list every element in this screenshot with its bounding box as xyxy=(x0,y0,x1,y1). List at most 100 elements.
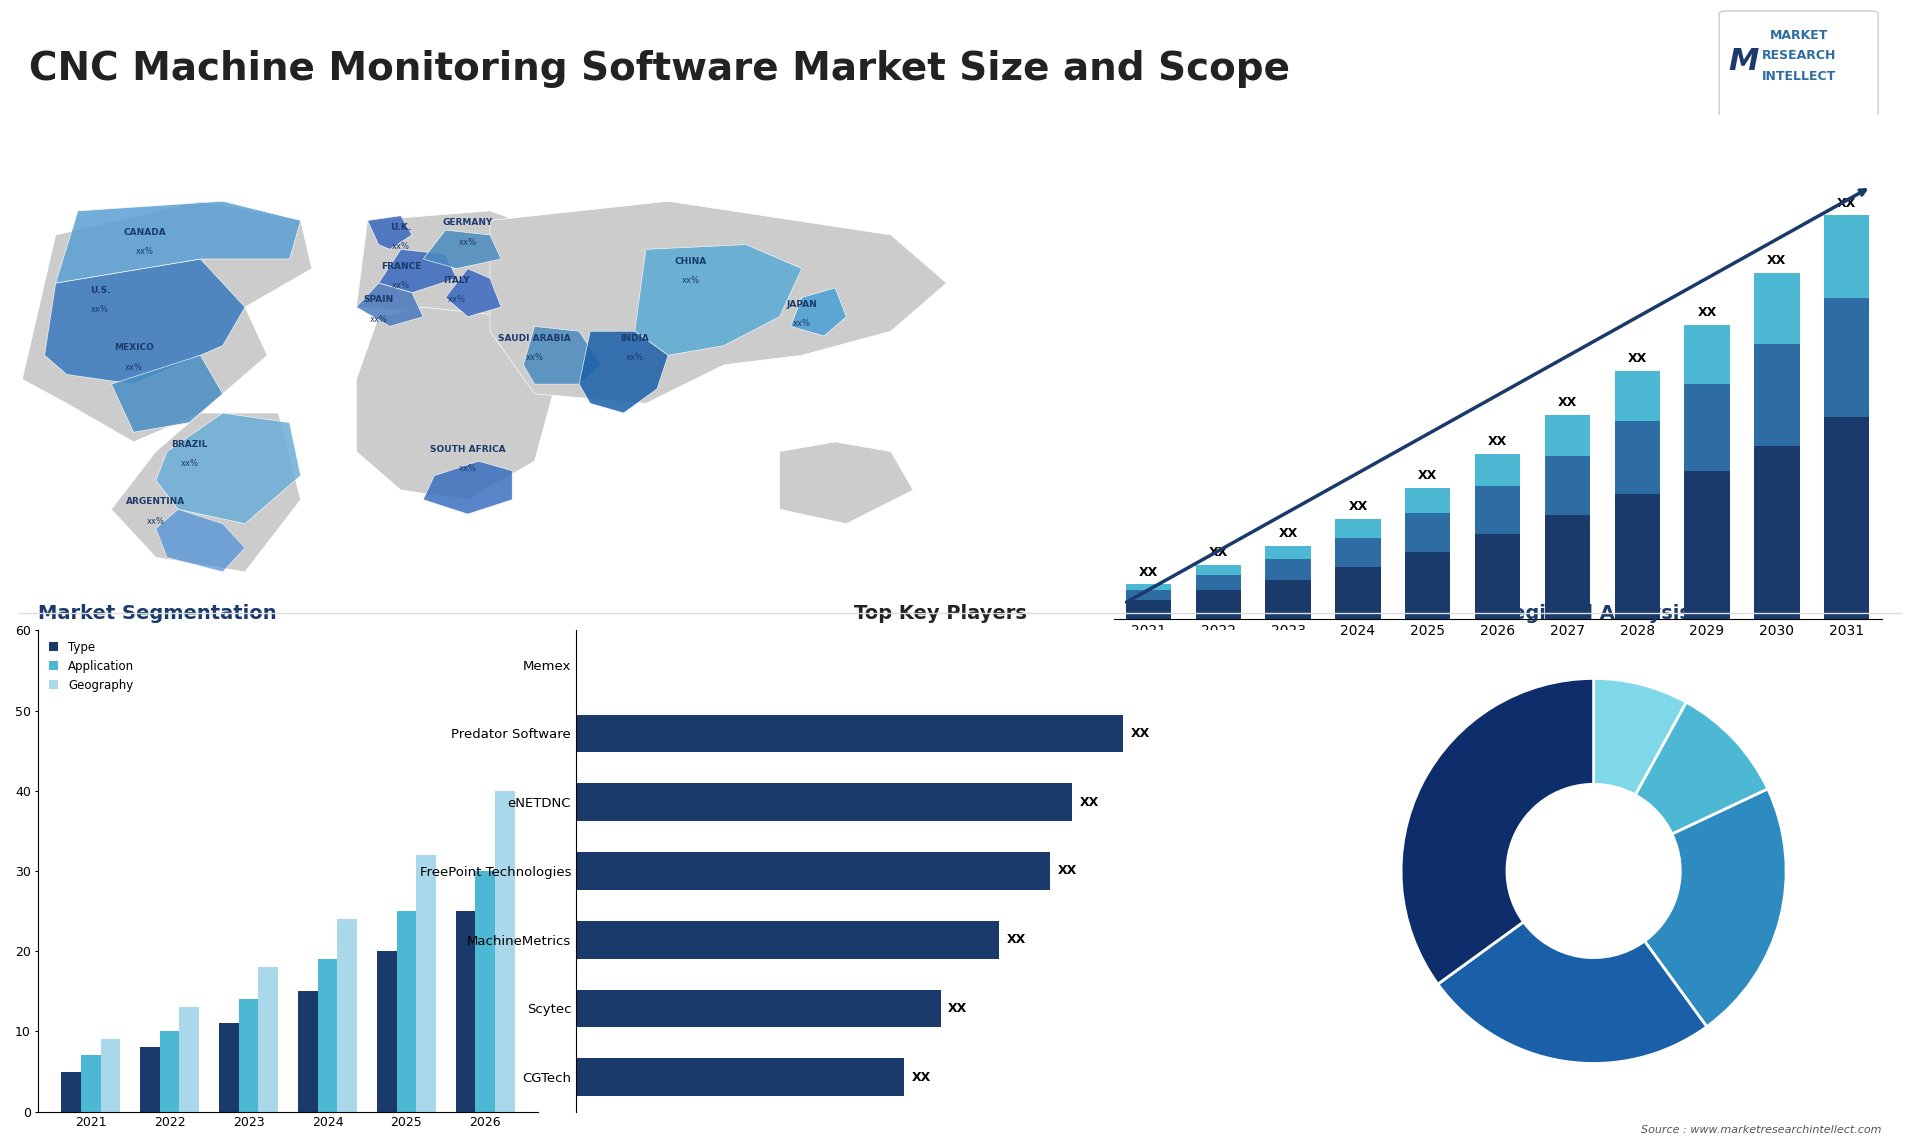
Bar xyxy=(1265,545,1311,559)
Bar xyxy=(1405,488,1450,513)
Title: Regional Analysis: Regional Analysis xyxy=(1498,604,1690,623)
Bar xyxy=(298,991,317,1112)
Text: CNC Machine Monitoring Software Market Size and Scope: CNC Machine Monitoring Software Market S… xyxy=(29,49,1290,88)
Bar xyxy=(61,1072,81,1112)
Bar xyxy=(1125,590,1171,599)
Text: XX: XX xyxy=(948,1002,968,1015)
Bar xyxy=(100,1039,121,1112)
Polygon shape xyxy=(111,413,301,572)
Polygon shape xyxy=(357,307,557,500)
Polygon shape xyxy=(56,202,301,283)
Text: XX: XX xyxy=(1837,197,1857,210)
Text: xx%: xx% xyxy=(459,464,476,473)
Bar xyxy=(338,919,357,1112)
Bar xyxy=(219,1023,238,1112)
Polygon shape xyxy=(23,202,311,442)
Wedge shape xyxy=(1636,702,1768,834)
Text: XX: XX xyxy=(1697,306,1716,320)
Bar xyxy=(1615,371,1661,421)
Polygon shape xyxy=(44,259,246,384)
Text: INTELLECT: INTELLECT xyxy=(1761,70,1836,83)
Polygon shape xyxy=(111,355,223,432)
Text: xx%: xx% xyxy=(92,305,109,314)
Bar xyxy=(1334,539,1380,567)
Bar xyxy=(1475,454,1521,486)
Polygon shape xyxy=(357,211,557,316)
Bar xyxy=(1196,565,1240,574)
Text: xx%: xx% xyxy=(392,242,409,251)
Bar xyxy=(238,999,259,1112)
Polygon shape xyxy=(156,413,301,524)
Text: xx%: xx% xyxy=(526,353,543,362)
Text: xx%: xx% xyxy=(180,458,198,468)
Bar xyxy=(1824,215,1870,298)
Polygon shape xyxy=(422,461,513,515)
Text: SPAIN: SPAIN xyxy=(363,296,394,305)
Bar xyxy=(1755,344,1799,446)
Polygon shape xyxy=(524,327,601,384)
Text: XX: XX xyxy=(1628,352,1647,366)
Text: SOUTH AFRICA: SOUTH AFRICA xyxy=(430,445,505,454)
Text: xx%: xx% xyxy=(125,362,142,371)
Text: XX: XX xyxy=(1348,500,1367,513)
Bar xyxy=(1475,534,1521,619)
Wedge shape xyxy=(1594,678,1686,795)
Bar xyxy=(476,871,495,1112)
Text: ITALY: ITALY xyxy=(444,276,470,285)
Polygon shape xyxy=(490,202,947,403)
Bar xyxy=(1196,574,1240,590)
Bar xyxy=(455,911,476,1112)
Bar xyxy=(1334,567,1380,619)
Text: XX: XX xyxy=(1006,933,1025,947)
Text: Market Segmentation: Market Segmentation xyxy=(38,604,276,623)
Bar xyxy=(1125,584,1171,590)
Polygon shape xyxy=(357,283,422,327)
Bar xyxy=(1684,385,1730,471)
Bar xyxy=(495,791,515,1112)
Text: RESEARCH: RESEARCH xyxy=(1761,49,1836,62)
Wedge shape xyxy=(1402,678,1594,984)
Bar xyxy=(1546,515,1590,619)
Polygon shape xyxy=(422,230,501,268)
Text: U.S.: U.S. xyxy=(90,285,111,295)
Text: XX: XX xyxy=(1766,254,1786,267)
Polygon shape xyxy=(780,442,914,524)
Bar xyxy=(1824,417,1870,619)
Title: Top Key Players: Top Key Players xyxy=(854,604,1027,623)
Bar xyxy=(1755,446,1799,619)
Text: xx%: xx% xyxy=(682,276,699,285)
Polygon shape xyxy=(156,509,246,572)
Text: XX: XX xyxy=(1488,434,1507,448)
Bar xyxy=(1546,415,1590,456)
Text: XX: XX xyxy=(1131,727,1150,740)
Bar xyxy=(417,855,436,1112)
Text: XX: XX xyxy=(1557,397,1576,409)
Polygon shape xyxy=(580,331,668,413)
Bar xyxy=(1755,273,1799,344)
Text: MEXICO: MEXICO xyxy=(113,344,154,353)
Text: xx%: xx% xyxy=(447,296,465,305)
Text: XX: XX xyxy=(1419,470,1438,482)
Bar xyxy=(576,853,1050,889)
Bar xyxy=(1265,580,1311,619)
Text: GERMANY: GERMANY xyxy=(442,218,493,227)
FancyBboxPatch shape xyxy=(1718,11,1878,126)
Text: xx%: xx% xyxy=(626,353,643,362)
Text: M: M xyxy=(1728,47,1759,77)
Text: MARKET: MARKET xyxy=(1770,29,1828,41)
Bar xyxy=(376,951,397,1112)
Polygon shape xyxy=(445,268,501,316)
Text: Source : www.marketresearchintellect.com: Source : www.marketresearchintellect.com xyxy=(1642,1124,1882,1135)
Bar xyxy=(576,1059,904,1096)
Bar xyxy=(259,967,278,1112)
Bar xyxy=(81,1055,100,1112)
Bar xyxy=(1615,494,1661,619)
Text: BRAZIL: BRAZIL xyxy=(171,440,207,449)
Bar xyxy=(1405,551,1450,619)
Bar xyxy=(179,1007,200,1112)
Text: INDIA: INDIA xyxy=(620,333,649,343)
Bar xyxy=(1824,298,1870,417)
Wedge shape xyxy=(1438,921,1707,1063)
Text: U.K.: U.K. xyxy=(390,223,411,233)
Bar xyxy=(1684,325,1730,385)
